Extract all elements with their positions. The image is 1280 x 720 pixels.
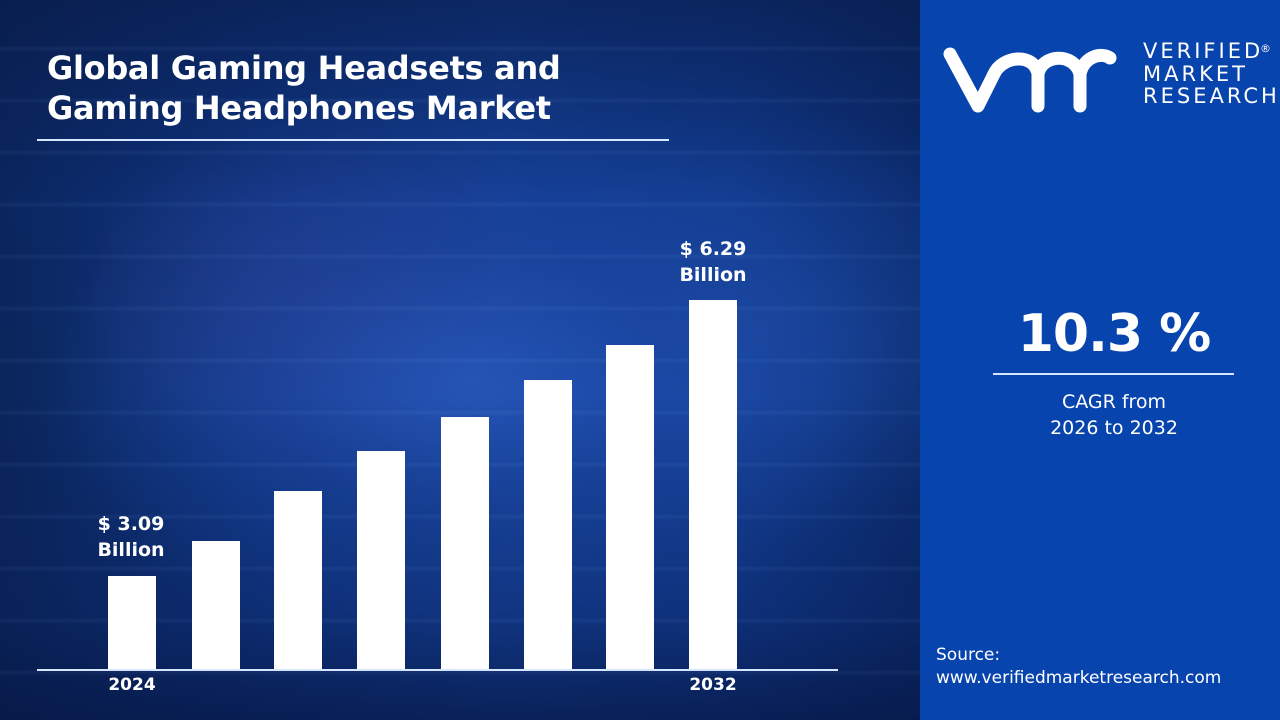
- brand-name: VERIFIED MARKET RESEARCH: [1143, 40, 1280, 108]
- source-label: Source:: [936, 645, 1001, 665]
- bar-2025: [192, 541, 240, 670]
- title-line-2: Gaming Headphones Market: [47, 89, 551, 127]
- brand-logo: VERIFIED MARKET RESEARCH ®: [942, 40, 1277, 115]
- source-credit: Source: www.verifiedmarketresearch.com: [936, 644, 1276, 690]
- value-label-2024-unit: Billion: [97, 539, 165, 561]
- bar-2024: [108, 576, 156, 670]
- title-line-1: Global Gaming Headsets and: [47, 49, 561, 87]
- bar-2030: [606, 345, 654, 670]
- x-axis-line: [37, 669, 838, 671]
- registered-mark-icon: ®: [1260, 42, 1271, 55]
- x-tick-2024: 2024: [108, 675, 156, 695]
- cagr-caption-line-1: CAGR from: [1061, 391, 1167, 413]
- brand-line-1: VERIFIED: [1143, 39, 1264, 63]
- value-label-2024: $ 3.09 Billion: [71, 511, 191, 563]
- bar-chart: 2024 2032 $ 3.09 Billion $ 6.29 Billion: [37, 236, 838, 695]
- summary-panel: VERIFIED MARKET RESEARCH ® 10.3 % CAGR f…: [920, 0, 1280, 720]
- title-underline: [37, 139, 669, 141]
- bar-2029: [524, 380, 572, 670]
- cagr-value: 10.3 %: [1017, 304, 1212, 364]
- value-label-2024-amount: $ 3.09: [97, 513, 165, 535]
- bar-2032: [689, 300, 737, 670]
- vmr-logo-icon: [943, 47, 1117, 113]
- cagr-divider: [993, 373, 1234, 375]
- value-label-2032-unit: Billion: [679, 264, 747, 286]
- cagr-caption-line-2: 2026 to 2032: [1050, 417, 1178, 439]
- value-label-2032: $ 6.29 Billion: [653, 236, 773, 288]
- brand-line-2: MARKET: [1143, 61, 1248, 86]
- x-tick-2032: 2032: [689, 675, 737, 695]
- bar-2027: [357, 451, 405, 670]
- value-label-2032-amount: $ 6.29: [679, 238, 747, 260]
- page-title: Global Gaming Headsets and Gaming Headph…: [47, 48, 561, 128]
- brand-line-3: RESEARCH: [1143, 84, 1280, 108]
- cagr-caption: CAGR from 2026 to 2032: [920, 389, 1280, 441]
- bar-2028: [441, 417, 489, 670]
- bar-2026: [274, 491, 322, 670]
- background-photo: [0, 0, 920, 720]
- source-url: www.verifiedmarketresearch.com: [936, 668, 1222, 688]
